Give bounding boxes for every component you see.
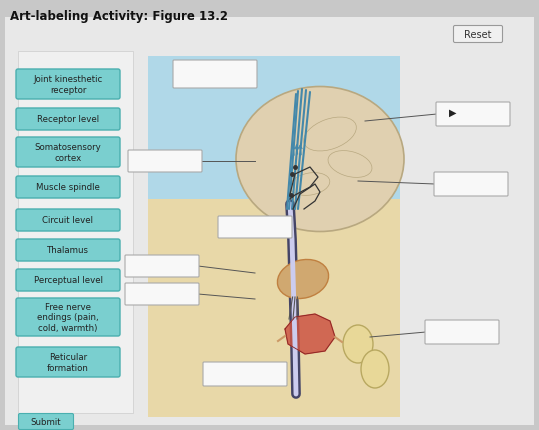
FancyBboxPatch shape (434, 172, 508, 197)
Text: Circuit level: Circuit level (43, 216, 93, 225)
Text: Receptor level: Receptor level (37, 115, 99, 124)
FancyBboxPatch shape (425, 320, 499, 344)
FancyBboxPatch shape (18, 414, 73, 430)
Text: Submit: Submit (31, 417, 61, 426)
Text: ▶: ▶ (449, 108, 457, 118)
Text: Reticular
formation: Reticular formation (47, 353, 89, 372)
FancyBboxPatch shape (16, 347, 120, 377)
FancyBboxPatch shape (203, 362, 287, 386)
Text: Perceptual level: Perceptual level (33, 276, 102, 285)
FancyBboxPatch shape (16, 109, 120, 131)
Polygon shape (285, 314, 335, 354)
FancyBboxPatch shape (218, 216, 292, 239)
FancyBboxPatch shape (16, 240, 120, 261)
Text: Somatosensory
cortex: Somatosensory cortex (34, 143, 101, 162)
Bar (148, 200, 400, 417)
Ellipse shape (361, 350, 389, 388)
Bar (18, 52, 133, 413)
FancyBboxPatch shape (16, 209, 120, 231)
FancyBboxPatch shape (16, 70, 120, 100)
Ellipse shape (236, 87, 404, 232)
Text: Art-labeling Activity: Figure 13.2: Art-labeling Activity: Figure 13.2 (10, 10, 228, 23)
Text: Muscle spindle: Muscle spindle (36, 183, 100, 192)
FancyBboxPatch shape (128, 150, 202, 172)
Text: Free nerve
endings (pain,
cold, warmth): Free nerve endings (pain, cold, warmth) (37, 302, 99, 332)
Text: Joint kinesthetic
receptor: Joint kinesthetic receptor (33, 75, 102, 95)
FancyBboxPatch shape (125, 255, 199, 277)
FancyBboxPatch shape (125, 283, 199, 305)
FancyBboxPatch shape (16, 298, 120, 336)
FancyBboxPatch shape (173, 61, 257, 89)
Ellipse shape (278, 260, 329, 299)
Bar (148, 57, 400, 205)
Text: Thalamus: Thalamus (47, 246, 89, 255)
FancyBboxPatch shape (16, 269, 120, 291)
FancyBboxPatch shape (453, 26, 502, 43)
FancyBboxPatch shape (436, 103, 510, 127)
Ellipse shape (343, 325, 373, 363)
Text: Reset: Reset (464, 30, 492, 40)
FancyBboxPatch shape (16, 138, 120, 168)
FancyBboxPatch shape (16, 177, 120, 199)
